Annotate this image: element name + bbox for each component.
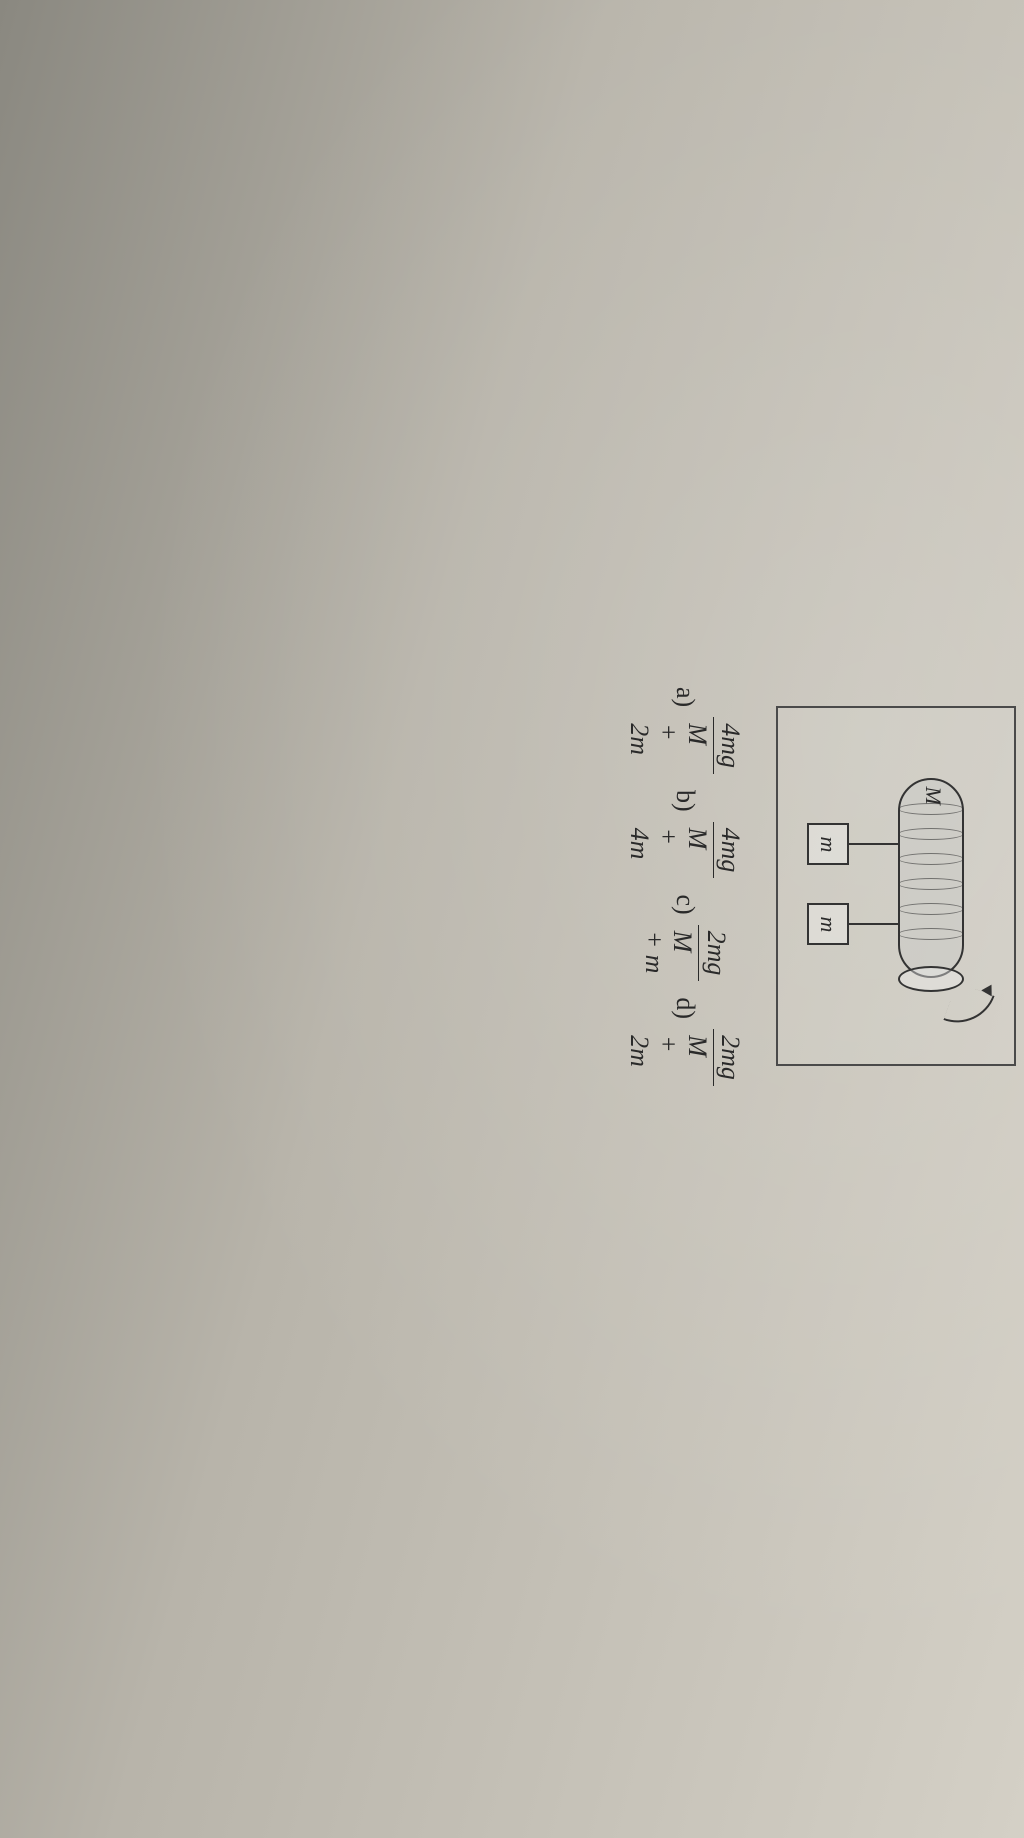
cylinder-label-M: M <box>920 786 946 804</box>
q5-figure: M m m <box>776 706 1016 1066</box>
opt-label: d) <box>670 997 700 1019</box>
opt-fraction: 4mg M + 2m <box>625 717 744 774</box>
frac-num: 2mg <box>713 1029 745 1086</box>
opt-label: a) <box>670 687 700 707</box>
q5-option-d[interactable]: d) 2mg M + 2m <box>625 997 744 1085</box>
opt-fraction: 4mg M + 4m <box>625 822 744 879</box>
opt-fraction: 2mg M + m <box>639 925 730 982</box>
frac-num: 4mg <box>713 717 745 774</box>
question-6: 6. In the above problem the angular velo… <box>0 1126 1024 1638</box>
frac-den: M + m <box>639 925 698 982</box>
rope-right <box>848 923 898 925</box>
q5-option-c[interactable]: c) 2mg M + m <box>625 894 744 981</box>
opt-label: c) <box>670 894 700 914</box>
page-content: 5. A uniform solid cylinder of mass M an… <box>0 427 1024 1451</box>
q5-option-a[interactable]: a) 4mg M + 2m <box>625 687 744 774</box>
opt-label: b) <box>670 790 700 812</box>
q5-option-b[interactable]: b) 4mg M + 4m <box>625 790 744 878</box>
mass-right-label: m <box>815 916 841 932</box>
frac-den: M + 2m <box>625 717 713 774</box>
opt-fraction: 2mg M + 2m <box>625 1029 744 1086</box>
frac-num: 4mg <box>713 822 745 879</box>
mass-left-label: m <box>815 836 841 852</box>
frac-den: M + 2m <box>625 1029 713 1086</box>
frac-num: 2mg <box>698 925 730 982</box>
q5-options: a) 4mg M + 2m b) 4mg M + 4m <box>625 687 744 1086</box>
question-5: 5. A uniform solid cylinder of mass M an… <box>0 567 1024 1086</box>
mass-left: m <box>807 823 849 865</box>
rope-left <box>848 843 898 845</box>
frac-den: M + 4m <box>625 822 713 879</box>
mass-right: m <box>807 903 849 945</box>
